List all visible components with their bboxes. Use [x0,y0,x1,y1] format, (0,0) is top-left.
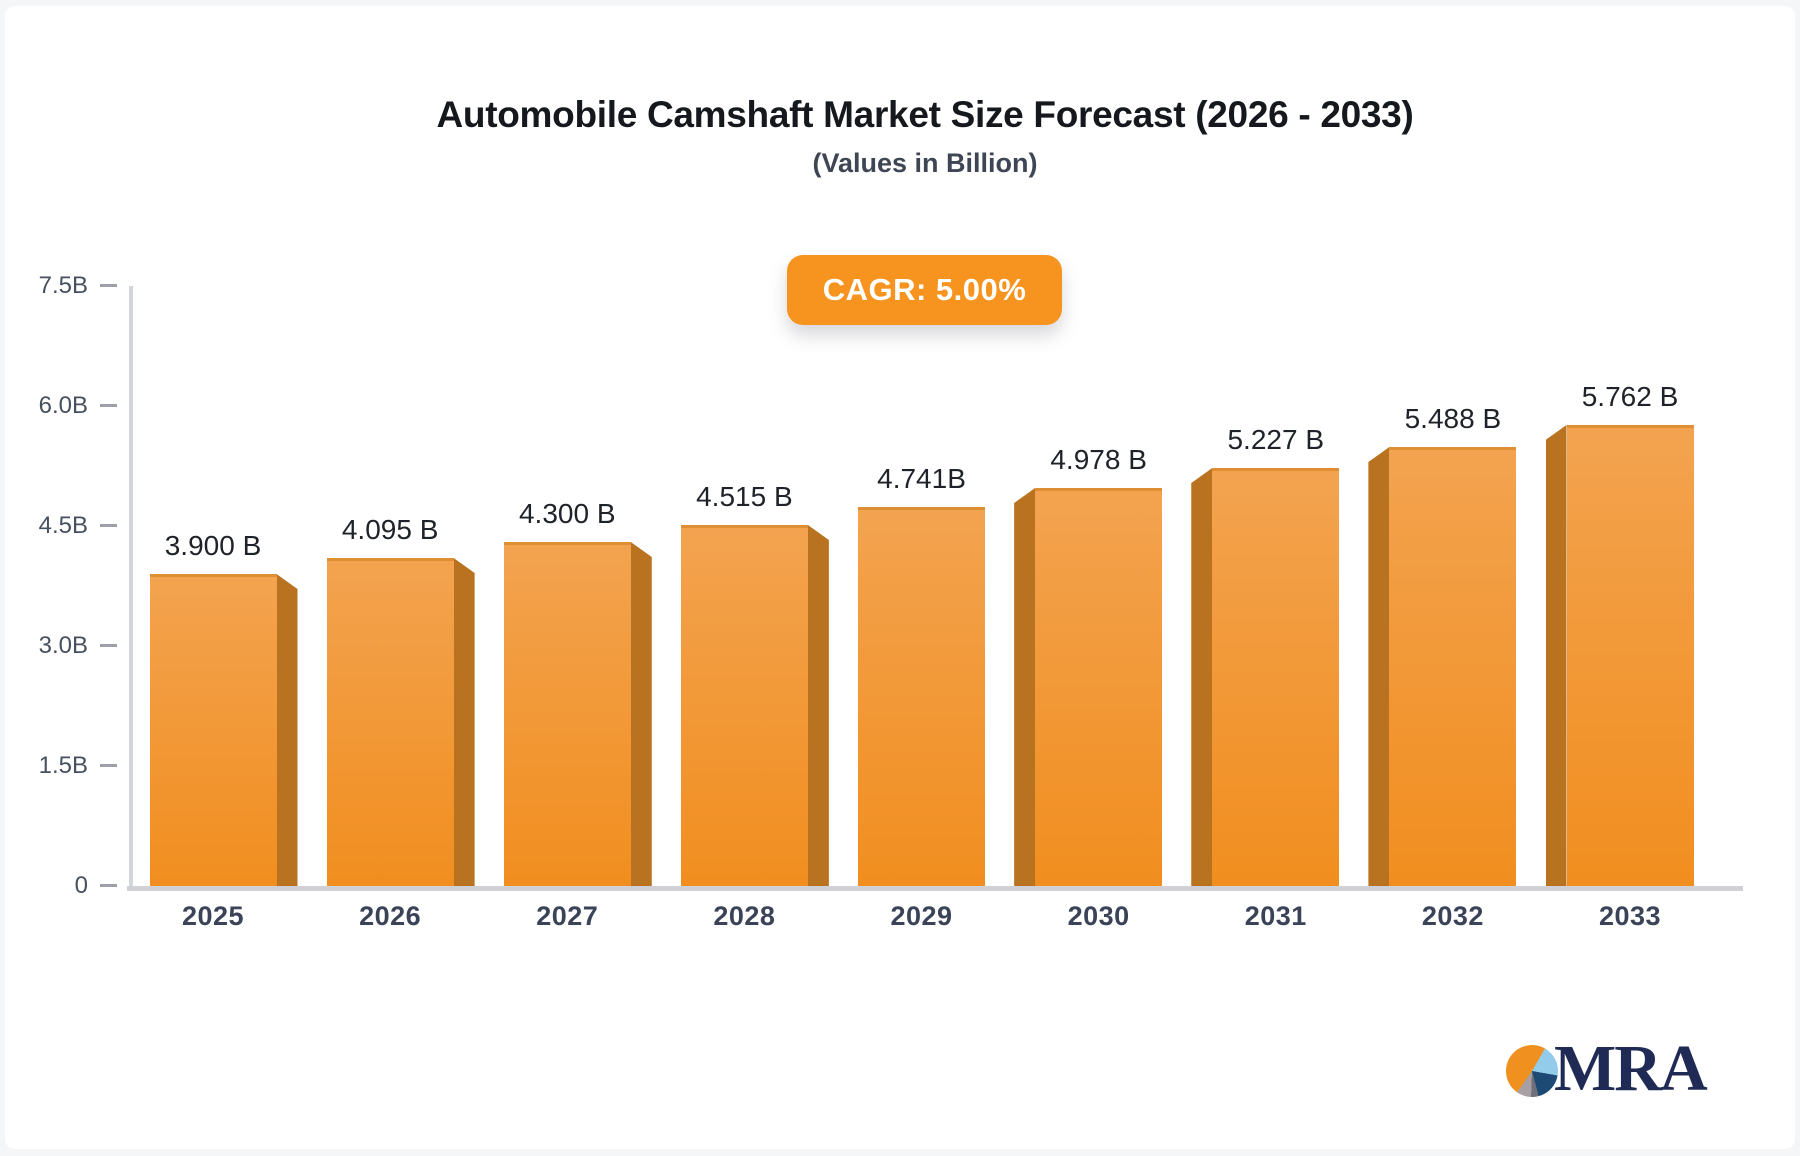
bar-2031 [1212,468,1340,886]
bar-value-label: 4.300 B [518,498,616,529]
bar-2028 [680,525,808,886]
bar-value-label: 5.762 B [1581,381,1679,412]
bar-side-face [1191,468,1213,886]
x-axis-label: 2032 [1421,901,1484,931]
x-axis-label: 2029 [890,901,953,931]
y-axis-tick-mark [100,404,117,407]
x-axis-label: 2025 [181,901,245,931]
bar-side-face [1368,447,1390,886]
bar-2029 [858,507,985,886]
bar-2032 [1389,447,1517,886]
y-axis-tick-label: 7.5B [38,272,88,299]
bar-value-label: 4.741B [877,463,966,494]
bar-side-face [1014,488,1036,886]
chart-subtitle: (Values in Billion) [812,148,1038,178]
cagr-badge: CAGR: 5.00% [787,255,1062,325]
bar-2033 [1566,425,1694,886]
bar-value-label: 5.488 B [1404,403,1502,434]
bar-2030 [1035,488,1163,886]
bar-2027 [503,542,631,886]
bar-value-label: 4.095 B [341,514,439,545]
y-axis-tick-mark [100,524,117,527]
bar-value-label: 3.900 B [164,530,262,561]
x-axis-label: 2033 [1598,901,1662,931]
x-axis-label: 2026 [359,901,422,931]
bar-side-face [1545,425,1567,886]
bar-2026 [326,558,454,886]
brand-logo-text: MRA [1554,1032,1708,1105]
bar-side-face [630,542,652,886]
y-axis-tick-mark [100,284,117,287]
chart-title: Automobile Camshaft Market Size Forecast… [436,94,1414,135]
y-axis-tick-label: 0 [74,872,88,899]
y-axis-tick-label: 3.0B [38,632,88,659]
brand-logo: MRA [1506,1029,1746,1109]
bar-side-face [807,525,829,886]
x-axis-label: 2027 [536,901,599,931]
bar-side-face [453,558,475,886]
bar-2025 [149,574,277,886]
y-axis-tick-label: 4.5B [38,512,88,539]
x-axis-label: 2031 [1244,901,1307,931]
y-axis-tick-mark [100,764,117,767]
bar-value-label: 5.227 B [1227,424,1325,455]
x-axis-label: 2030 [1067,901,1130,931]
x-axis-label: 2028 [713,901,776,931]
bar-side-face [276,574,298,886]
x-axis-baseline [127,886,1743,891]
y-axis-tick-label: 1.5B [38,752,88,779]
bar-value-label: 4.978 B [1050,444,1147,475]
y-axis-tick-mark [100,644,117,647]
bar-value-label: 4.515 B [696,481,793,512]
y-axis-tick-label: 6.0B [38,392,88,419]
y-axis-tick-mark [100,884,117,887]
y-axis-line [129,286,133,887]
pie-chart-logo-icon [1506,1045,1558,1097]
